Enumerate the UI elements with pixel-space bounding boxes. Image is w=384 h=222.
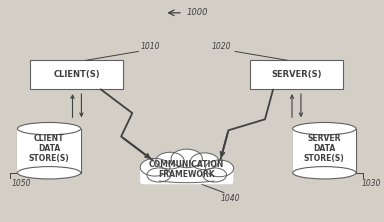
Ellipse shape [17, 123, 81, 135]
Circle shape [205, 160, 233, 177]
Text: 1050: 1050 [12, 179, 31, 188]
Ellipse shape [17, 166, 81, 179]
Text: SERVER(S): SERVER(S) [271, 70, 322, 79]
Circle shape [164, 157, 209, 184]
Text: 1020: 1020 [212, 42, 231, 52]
Circle shape [203, 168, 227, 182]
Text: 1000: 1000 [187, 8, 208, 17]
Text: SERVER
DATA
STORE(S): SERVER DATA STORE(S) [304, 134, 345, 163]
Circle shape [190, 153, 219, 170]
Circle shape [171, 149, 202, 168]
Ellipse shape [293, 123, 356, 135]
FancyBboxPatch shape [250, 60, 343, 89]
Text: CLIENT
DATA
STORE(S): CLIENT DATA STORE(S) [29, 134, 70, 163]
Text: CLIENT(S): CLIENT(S) [54, 70, 100, 79]
Text: 1010: 1010 [140, 42, 160, 52]
Text: 1040: 1040 [220, 194, 240, 203]
Text: COMMUNICATION
FRAMEWORK: COMMUNICATION FRAMEWORK [149, 160, 224, 179]
Text: 1030: 1030 [362, 179, 381, 188]
Circle shape [140, 159, 170, 176]
Ellipse shape [293, 166, 356, 179]
Circle shape [147, 168, 171, 182]
Polygon shape [293, 129, 356, 173]
FancyBboxPatch shape [30, 60, 124, 89]
FancyBboxPatch shape [140, 166, 233, 184]
Circle shape [156, 152, 184, 169]
Polygon shape [17, 129, 81, 173]
